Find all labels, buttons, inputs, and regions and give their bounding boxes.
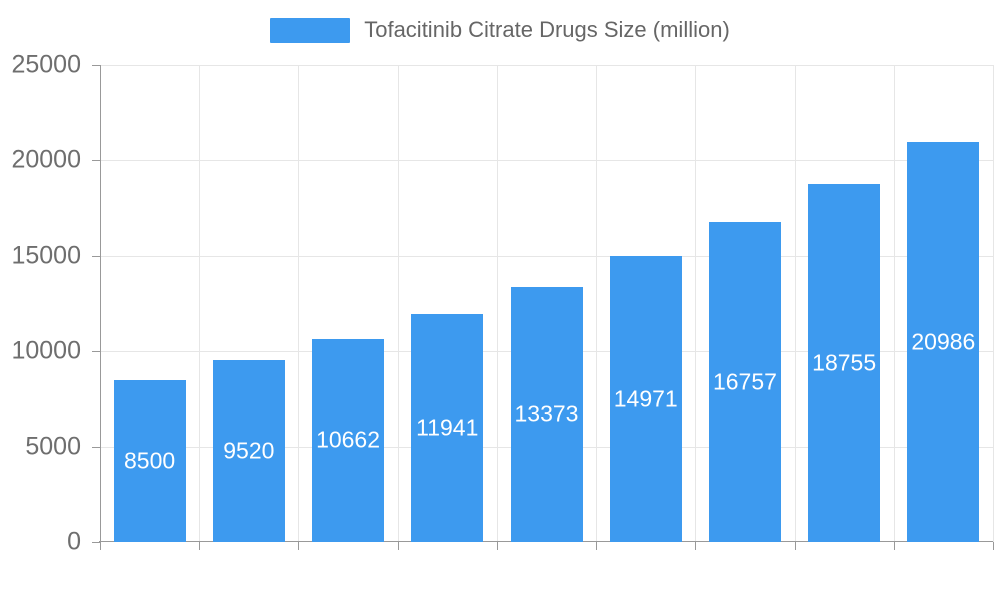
x-axis-tick <box>397 542 399 550</box>
bar-value-label: 11941 <box>416 414 479 441</box>
y-axis-label: 25000 <box>11 50 81 79</box>
y-axis-label: 0 <box>67 527 81 556</box>
bar-value-label: 13373 <box>514 400 579 427</box>
y-axis-tick <box>92 160 100 162</box>
x-axis-tick <box>794 542 796 550</box>
x-axis-tick <box>298 542 300 550</box>
y-axis-tick <box>92 351 100 353</box>
x-axis-tick <box>695 542 697 550</box>
x-axis-tick <box>893 542 895 550</box>
y-axis-label: 20000 <box>11 145 81 174</box>
y-axis-line <box>100 65 101 542</box>
x-axis-tick <box>100 542 101 550</box>
gridline-vertical <box>298 65 300 542</box>
gridline-vertical <box>794 65 796 542</box>
bar-2032[interactable]: 18755 <box>808 184 881 542</box>
bar-value-label: 8500 <box>124 447 176 474</box>
bar-2025[interactable]: 8500 <box>113 379 186 542</box>
bar-value-label: 18755 <box>812 349 877 376</box>
y-axis-tick <box>92 65 100 66</box>
legend-label[interactable]: Tofacitinib Citrate Drugs Size (million) <box>364 17 730 42</box>
bar-2030[interactable]: 14971 <box>609 256 682 542</box>
bar-value-label: 10662 <box>316 426 381 453</box>
gridline-horizontal <box>100 65 993 66</box>
y-axis-tick <box>92 446 100 448</box>
gridline-horizontal <box>100 255 993 257</box>
legend: Tofacitinib Citrate Drugs Size (million) <box>0 15 1000 45</box>
bar-2033[interactable]: 20986 <box>907 141 980 542</box>
gridline-vertical <box>695 65 697 542</box>
gridline-vertical <box>397 65 399 542</box>
y-axis-label: 10000 <box>11 336 81 365</box>
bar-2026[interactable]: 9520 <box>212 360 285 542</box>
bar-2031[interactable]: 16757 <box>708 222 781 542</box>
gridline-vertical <box>993 65 994 542</box>
x-axis-tick <box>993 542 994 550</box>
x-axis-tick <box>496 542 498 550</box>
gridline-vertical <box>596 65 598 542</box>
x-axis-tick <box>596 542 598 550</box>
gridline-vertical <box>199 65 201 542</box>
y-axis-tick <box>92 255 100 257</box>
legend-swatch[interactable] <box>270 17 351 43</box>
bar-value-label: 9520 <box>223 437 275 464</box>
gridline-horizontal <box>100 160 993 162</box>
y-axis-label: 15000 <box>11 241 81 270</box>
bar-2029[interactable]: 13373 <box>510 286 583 542</box>
x-axis-tick <box>199 542 201 550</box>
y-axis-tick <box>92 542 100 543</box>
bar-2027[interactable]: 10662 <box>312 338 385 542</box>
plot-area: 0500010000150002000025000850020259520202… <box>11 51 994 556</box>
gridline-vertical <box>496 65 498 542</box>
bar-value-label: 20986 <box>911 328 976 355</box>
y-axis-label: 5000 <box>25 432 81 461</box>
bar-2028[interactable]: 11941 <box>411 314 484 542</box>
bar-value-label: 16757 <box>712 368 777 395</box>
bar-value-label: 14971 <box>613 385 678 412</box>
gridline-vertical <box>893 65 895 542</box>
